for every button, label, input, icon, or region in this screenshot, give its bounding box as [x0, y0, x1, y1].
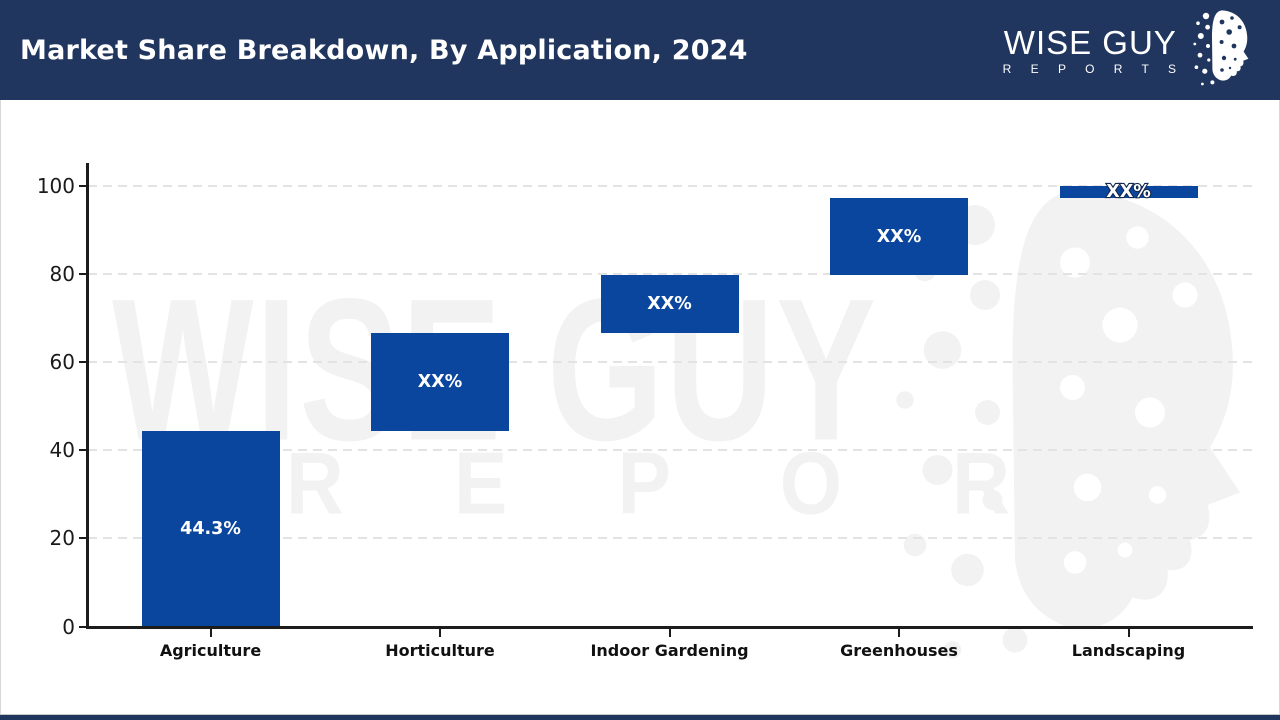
- brand-face-icon: [1193, 10, 1249, 86]
- gridline-20: [88, 537, 1252, 540]
- y-tick-label-0: 0: [62, 614, 75, 639]
- y-tick-label-100: 100: [36, 174, 75, 198]
- x-tick-2: [668, 628, 671, 637]
- left-edge-line: [0, 100, 1, 720]
- bar-value-label: XX%: [876, 226, 922, 247]
- y-tick-40: [79, 449, 88, 452]
- y-tick-label-60: 60: [49, 350, 75, 375]
- bar-value-label: XX%: [1105, 181, 1152, 203]
- y-tick-100: [79, 185, 88, 187]
- bar-greenhouses: XX%: [830, 198, 968, 276]
- gridline-60: [88, 361, 1252, 364]
- watermark-face-icon: [896, 190, 1240, 659]
- gridline-100: [88, 185, 1252, 187]
- y-tick-label-80: 80: [49, 262, 75, 287]
- header-bar: Market Share Breakdown, By Application, …: [0, 0, 1280, 100]
- bar-value-label: XX%: [417, 372, 463, 393]
- brand-logo: WISE GUY R E P O R T S: [997, 8, 1270, 92]
- bar-value-label: XX%: [647, 294, 692, 315]
- y-tick-label-20: 20: [49, 526, 75, 551]
- x-axis-spine: [86, 626, 1253, 629]
- y-tick-60: [79, 361, 88, 364]
- y-tick-label-40: 40: [49, 438, 75, 463]
- y-tick-0: [79, 625, 88, 628]
- x-tick-4: [1127, 628, 1130, 637]
- x-category-label: Landscaping: [1071, 640, 1186, 660]
- bar-value-label: 44.3%: [180, 518, 241, 539]
- x-category-label: Agriculture: [159, 640, 262, 660]
- bar-horticulture: XX%: [371, 333, 509, 432]
- chart-plot-area: 0 20 40 60 80 100 Agriculture Horticulture Indoo…: [0, 100, 1280, 720]
- x-category-label: Indoor Gardening: [590, 640, 749, 660]
- gridline-80: [88, 273, 1252, 276]
- bar-agriculture: 44.3%: [141, 431, 280, 627]
- x-tick-3: [898, 628, 900, 637]
- brand-name: WISE GUY: [1003, 23, 1177, 61]
- bar-landscaping: XX%: [1059, 181, 1198, 203]
- page-title: Market Share Breakdown, By Application, …: [20, 34, 748, 66]
- y-tick-80: [79, 273, 88, 276]
- brand-subname: R E P O R T S: [1002, 61, 1184, 76]
- x-tick-0: [209, 628, 212, 637]
- y-tick-20: [79, 537, 88, 540]
- brand-logo-text: WISE GUY R E P O R T S: [997, 26, 1184, 75]
- footer-bar: [0, 714, 1280, 720]
- x-category-label: Horticulture: [385, 640, 495, 660]
- x-category-label: Greenhouses: [840, 640, 958, 660]
- x-tick-1: [439, 628, 441, 637]
- y-axis-spine: [86, 163, 89, 629]
- gridline-40: [88, 449, 1252, 452]
- bar-indoor-gardening: XX%: [600, 275, 739, 334]
